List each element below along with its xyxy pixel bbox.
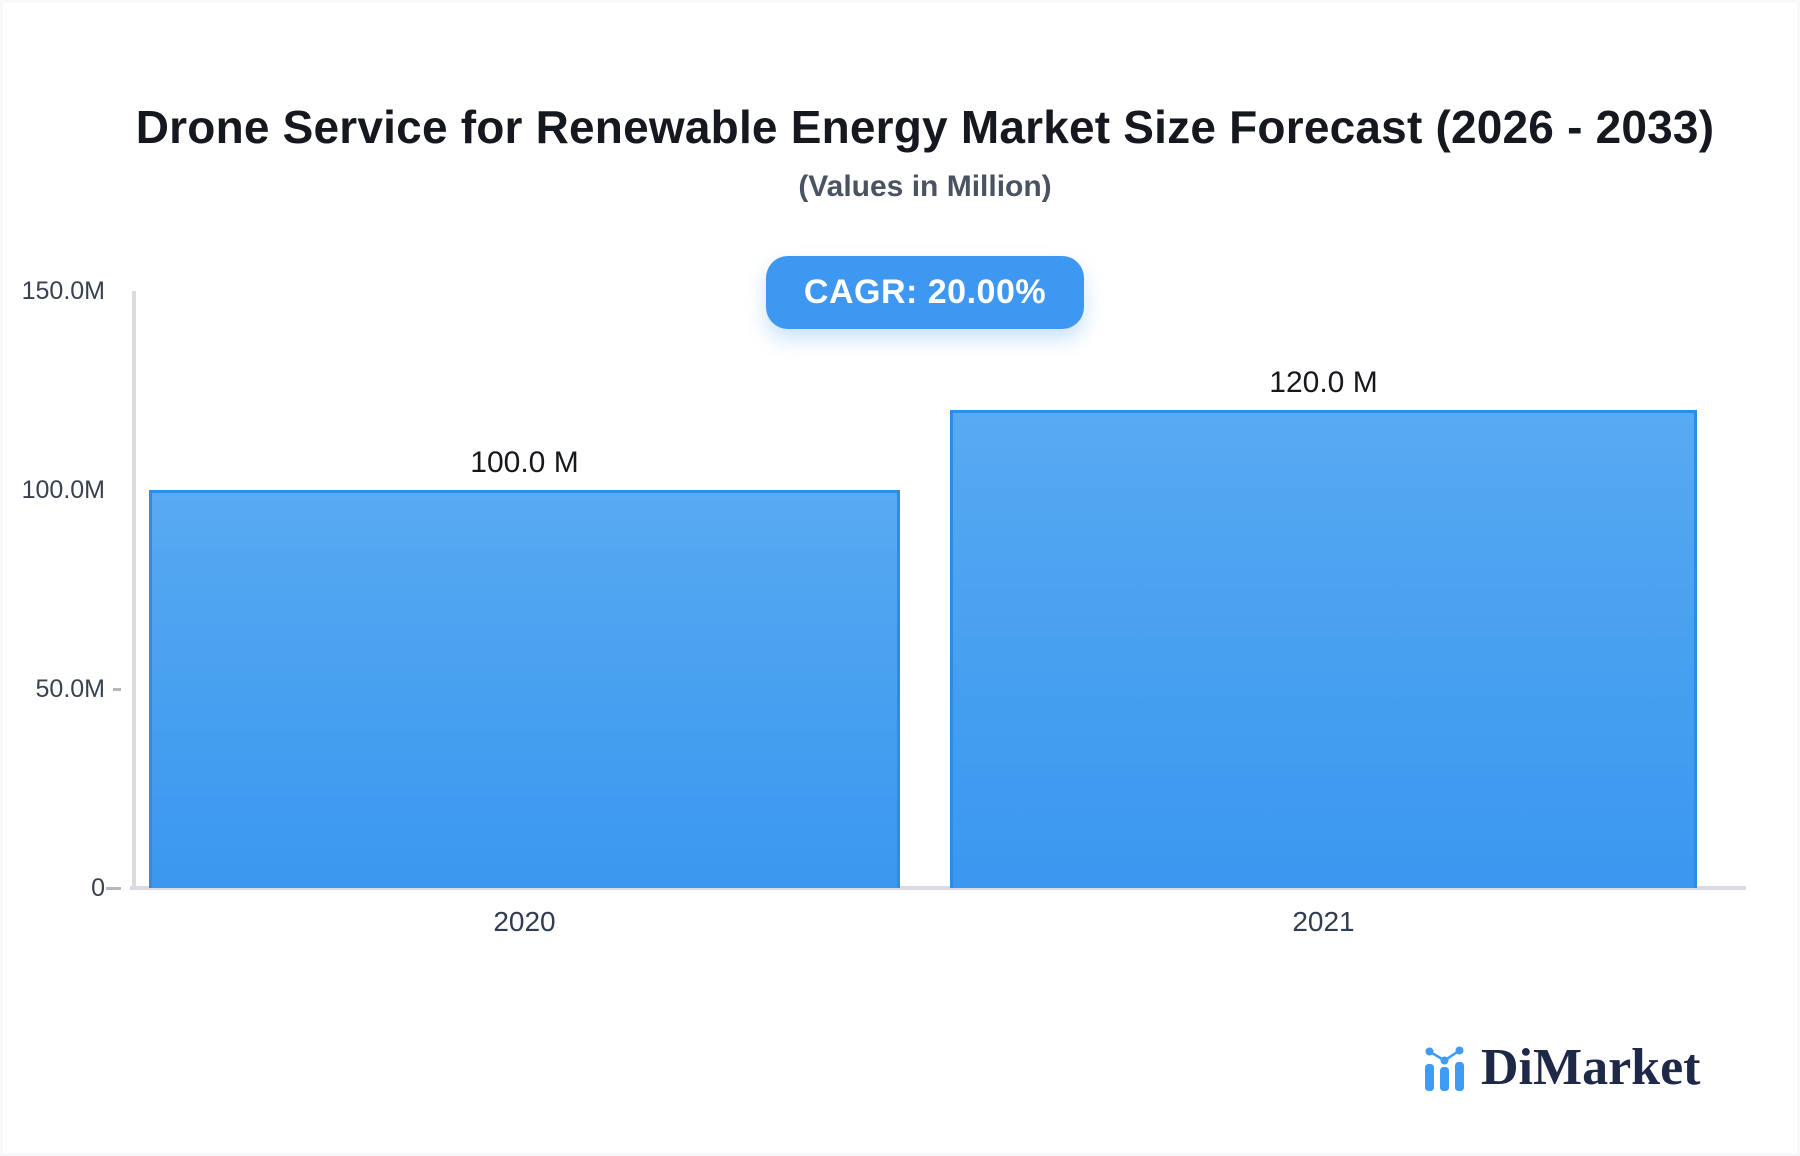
x-axis-line: [130, 886, 1746, 890]
chart-title: Drone Service for Renewable Energy Marke…: [135, 101, 1715, 153]
y-tick-mark: [113, 688, 121, 691]
y-tick-label: 0: [91, 874, 105, 902]
y-tick-label: 100.0M: [21, 476, 105, 504]
dimarket-logo: DiMarket: [1423, 1039, 1701, 1096]
bar-chart: 0 50.0M 100.0M 150.0M 100.0 M 120.0 M 2020 20…: [3, 3, 1797, 1153]
cagr-badge-row: CAGR: 20.00%: [53, 256, 1797, 329]
y-tick-label: 50.0M: [35, 675, 105, 703]
x-tick-label: 2020: [493, 906, 556, 937]
chart-subtitle: (Values in Million): [798, 170, 1052, 203]
y-tick-mark: [106, 887, 121, 890]
bar-2021[interactable]: [950, 410, 1697, 888]
cagr-badge: CAGR: 20.00%: [765, 256, 1085, 329]
logo-text: DiMarket: [1481, 1039, 1701, 1096]
x-tick-label: 2021: [1292, 906, 1355, 937]
bar-2020[interactable]: [149, 490, 900, 888]
bar-value-label: 100.0 M: [470, 446, 579, 479]
y-axis-line: [132, 291, 136, 888]
bar-value-label: 120.0 M: [1269, 366, 1378, 400]
mini-bar-chart-icon: [1425, 1046, 1464, 1091]
y-tick-label: 150.0M: [21, 277, 105, 305]
